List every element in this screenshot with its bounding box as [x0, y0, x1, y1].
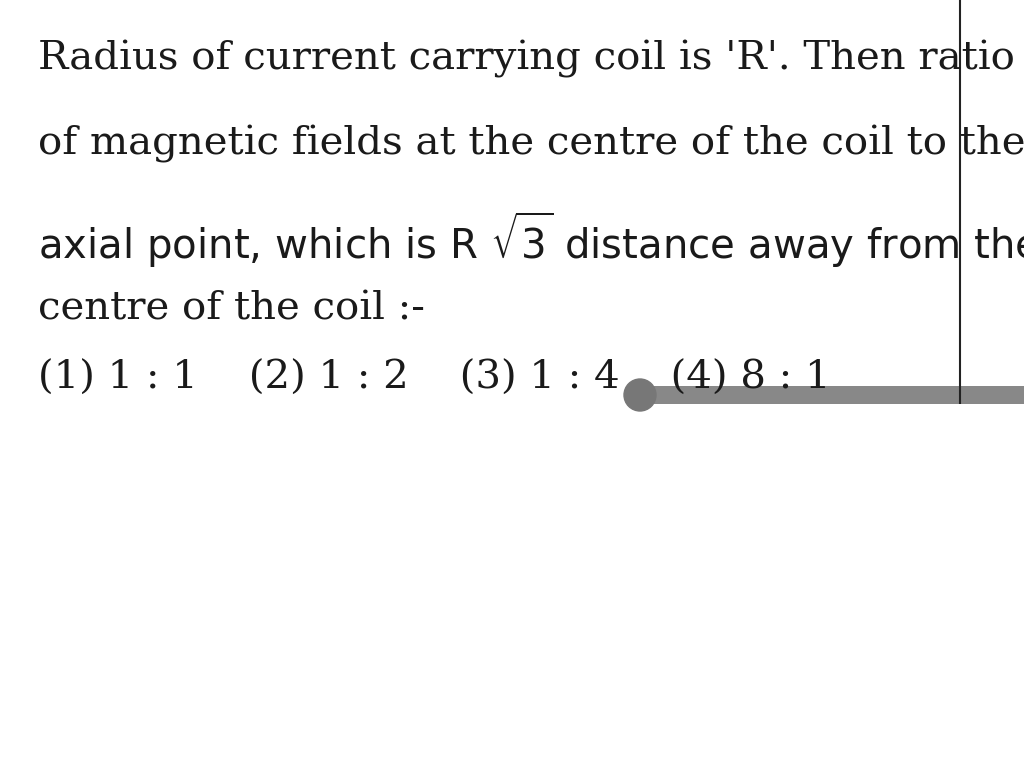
FancyBboxPatch shape — [640, 386, 1024, 404]
Text: centre of the coil :-: centre of the coil :- — [38, 290, 425, 327]
Text: of magnetic fields at the centre of the coil to the: of magnetic fields at the centre of the … — [38, 125, 1024, 163]
Text: (1) 1 : 1    (2) 1 : 2    (3) 1 : 4    (4) 8 : 1: (1) 1 : 1 (2) 1 : 2 (3) 1 : 4 (4) 8 : 1 — [38, 360, 830, 397]
Text: axial point, which is R $\sqrt{3}$ distance away from the: axial point, which is R $\sqrt{3}$ dista… — [38, 210, 1024, 270]
Circle shape — [624, 379, 656, 411]
Text: Radius of current carrying coil is 'R'. Then ratio: Radius of current carrying coil is 'R'. … — [38, 40, 1015, 78]
